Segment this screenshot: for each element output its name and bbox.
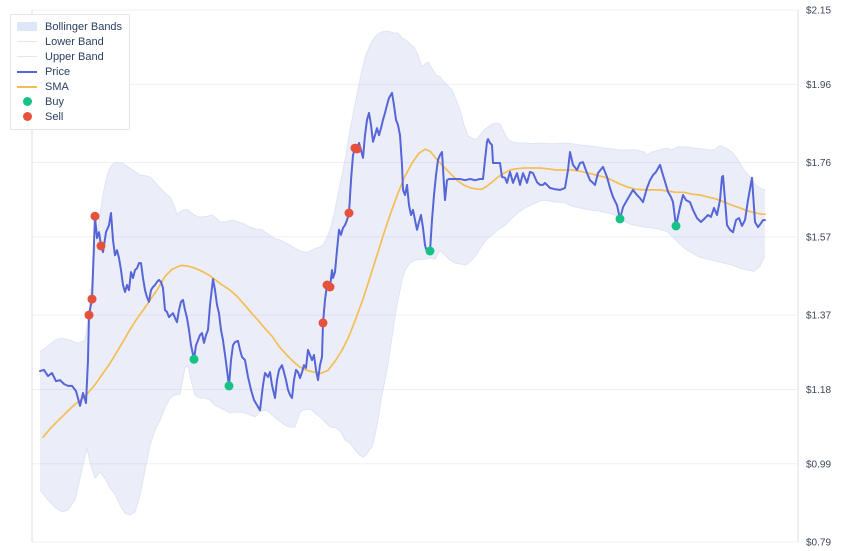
legend-label: Price xyxy=(45,65,71,78)
y-axis-tick-label: $1.37 xyxy=(806,311,831,322)
legend-label: SMA xyxy=(45,80,69,93)
bollinger-band-fill xyxy=(40,31,765,515)
y-axis-tick-label: $0.99 xyxy=(806,459,831,470)
sell-marker xyxy=(96,241,106,251)
lower-band-line xyxy=(39,199,766,516)
legend-item-sell[interactable]: Sell xyxy=(11,109,129,124)
legend-item-price[interactable]: Price xyxy=(11,64,129,79)
y-axis-tick-label: $1.57 xyxy=(806,232,831,243)
buy-marker xyxy=(425,246,435,256)
buy-marker xyxy=(671,221,681,231)
legend-label: Buy xyxy=(45,95,64,108)
legend-item-sma[interactable]: SMA xyxy=(11,79,129,94)
legend-item-upper-band[interactable]: Upper Band xyxy=(11,49,129,64)
legend-label: Bollinger Bands xyxy=(45,20,123,33)
lower-band-line-swatch-icon xyxy=(16,41,38,42)
legend-label: Upper Band xyxy=(45,50,104,63)
sell-marker xyxy=(87,294,97,304)
legend-label: Lower Band xyxy=(45,35,104,48)
sell-marker xyxy=(318,318,328,328)
legend-item-buy[interactable]: Buy xyxy=(11,94,129,109)
legend: Bollinger Bands Lower Band Upper Band Pr… xyxy=(10,14,130,130)
sell-marker xyxy=(325,282,335,292)
buy-marker xyxy=(615,214,625,224)
legend-item-bollinger-bands[interactable]: Bollinger Bands xyxy=(11,19,129,34)
sell-marker-swatch-icon xyxy=(16,112,38,121)
sma-line-swatch-icon xyxy=(16,85,38,88)
price-line xyxy=(39,91,766,412)
y-axis-tick-label: $1.76 xyxy=(806,158,831,169)
price-line-swatch-icon xyxy=(16,70,38,73)
sell-marker xyxy=(90,211,100,221)
sma-line xyxy=(42,148,766,439)
buy-marker-swatch-icon xyxy=(16,97,38,106)
buy-marker xyxy=(189,354,199,364)
upper-band-line xyxy=(39,30,766,353)
sell-marker xyxy=(344,208,354,218)
buy-marker xyxy=(224,381,234,391)
y-axis-tick-label: $1.96 xyxy=(806,80,831,91)
legend-label: Sell xyxy=(45,110,64,123)
y-axis-tick-label: $0.79 xyxy=(806,538,831,549)
bollinger-bands-fill-swatch-icon xyxy=(16,22,38,31)
sell-marker xyxy=(352,144,362,154)
legend-item-lower-band[interactable]: Lower Band xyxy=(11,34,129,49)
upper-band-line-swatch-icon xyxy=(16,56,38,57)
y-axis-tick-label: $2.15 xyxy=(806,6,831,17)
y-axis-tick-label: $1.18 xyxy=(806,385,831,396)
sell-marker xyxy=(84,310,94,320)
